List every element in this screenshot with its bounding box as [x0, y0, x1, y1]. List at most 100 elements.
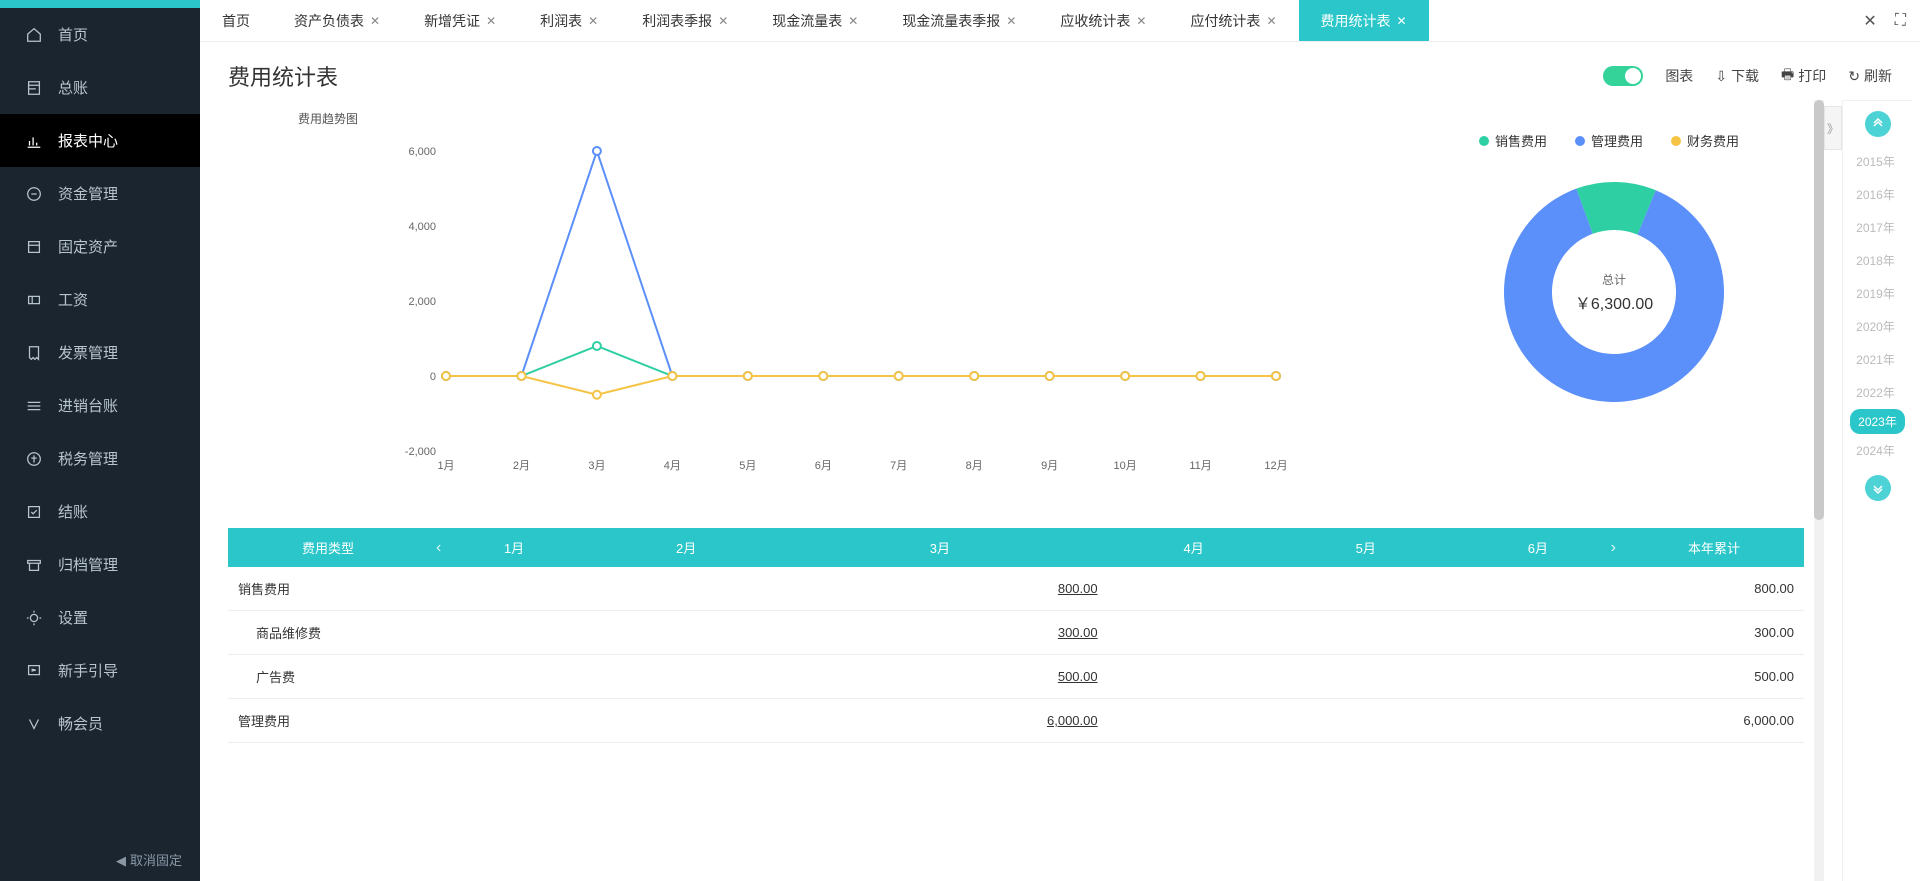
sidebar-item-close[interactable]: 结账 [0, 485, 200, 538]
donut-center-label: 总计 [1575, 271, 1653, 288]
sidebar-item-label: 新手引导 [58, 660, 118, 681]
tab-label: 现金流量表季报 [902, 11, 1000, 31]
tab-2[interactable]: 新增凭证✕ [402, 0, 518, 41]
year-item[interactable]: 2018年 [1850, 244, 1905, 277]
fullscreen-icon[interactable]: ⛶ [1895, 12, 1906, 30]
tab-close-icon[interactable]: ✕ [1397, 14, 1407, 28]
tab-close-icon[interactable]: ✕ [486, 14, 496, 28]
tab-8[interactable]: 应付统计表✕ [1168, 0, 1298, 41]
sidebar-item-label: 资金管理 [58, 183, 118, 204]
legend-item[interactable]: 销售费用 [1479, 131, 1547, 150]
svg-text:9月: 9月 [1041, 460, 1058, 472]
sidebar-item-vip[interactable]: 畅会员 [0, 697, 200, 750]
tab-close-icon[interactable]: ✕ [718, 14, 728, 28]
tab-6[interactable]: 现金流量表季报 ✕ [880, 0, 1038, 41]
sidebar-item-gear[interactable]: 设置 [0, 591, 200, 644]
vertical-scrollbar[interactable] [1814, 100, 1824, 881]
legend-dot-icon [1479, 136, 1489, 146]
legend-label: 销售费用 [1495, 131, 1547, 150]
sidebar-item-tax[interactable]: 税务管理 [0, 432, 200, 485]
refresh-button[interactable]: ↻刷新 [1848, 66, 1892, 86]
row-cell [600, 611, 772, 655]
close-all-tabs-icon[interactable]: ✕ [1863, 11, 1876, 31]
row-cell[interactable]: 800.00 [772, 567, 1107, 611]
chart-legend: 销售费用 管理费用 财务费用 [1479, 131, 1749, 150]
year-item[interactable]: 2023年 [1850, 409, 1905, 434]
tab-0[interactable]: 首页 [200, 0, 272, 41]
sidebar-pin-toggle[interactable]: ◀取消固定 [0, 838, 200, 881]
svg-text:5月: 5月 [739, 460, 756, 472]
chevron-right-icon[interactable]: › [1611, 539, 1616, 557]
row-total: 6,000.00 [1624, 699, 1804, 743]
sidebar-item-ledger[interactable]: 总账 [0, 61, 200, 114]
sidebar-item-asset[interactable]: 固定资产 [0, 220, 200, 273]
sidebar-item-archive[interactable]: 归档管理 [0, 538, 200, 591]
chevron-left-icon[interactable]: ‹ [436, 539, 441, 557]
chart-icon [24, 131, 44, 151]
legend-dot-icon [1671, 136, 1681, 146]
tab-close-icon[interactable]: ✕ [588, 14, 598, 28]
tab-close-icon[interactable]: ✕ [1006, 14, 1016, 28]
year-item[interactable]: 2017年 [1850, 211, 1905, 244]
legend-item[interactable]: 管理费用 [1575, 131, 1643, 150]
row-cell [428, 611, 600, 655]
legend-item[interactable]: 财务费用 [1671, 131, 1739, 150]
download-button[interactable]: ⇩下载 [1715, 66, 1759, 86]
print-button[interactable]: 🖶打印 [1781, 64, 1826, 88]
year-item[interactable]: 2024年 [1850, 434, 1905, 467]
row-cell [1108, 567, 1280, 611]
row-cell [1452, 611, 1624, 655]
scrollbar-thumb[interactable] [1814, 100, 1824, 520]
sidebar-item-label: 发票管理 [58, 342, 118, 363]
sidebar-item-label: 税务管理 [58, 448, 118, 469]
sidebar-item-label: 结账 [58, 501, 88, 522]
tab-9[interactable]: 费用统计表✕ [1299, 0, 1429, 41]
tab-7[interactable]: 应收统计表✕ [1038, 0, 1168, 41]
th-month: 3月 [772, 528, 1107, 567]
sidebar-item-home[interactable]: 首页 [0, 8, 200, 61]
tab-close-icon[interactable]: ✕ [848, 14, 858, 28]
year-collapse-down-button[interactable] [1865, 475, 1891, 501]
legend-label: 财务费用 [1687, 131, 1739, 150]
svg-text:7月: 7月 [890, 460, 907, 472]
sidebar-item-money[interactable]: 资金管理 [0, 167, 200, 220]
tab-label: 首页 [222, 11, 250, 31]
sidebar-item-stock[interactable]: 进销台账 [0, 379, 200, 432]
th-month: 2月 [600, 528, 772, 567]
tab-close-icon[interactable]: ✕ [1266, 14, 1276, 28]
row-cell[interactable]: 500.00 [772, 655, 1107, 699]
expand-panel-handle[interactable]: 》 [1824, 106, 1842, 150]
sidebar-item-guide[interactable]: 新手引导 [0, 644, 200, 697]
tab-5[interactable]: 现金流量表 ✕ [750, 0, 880, 41]
chevron-up-icon [1872, 118, 1884, 130]
year-item[interactable]: 2015年 [1850, 145, 1905, 178]
svg-text:2月: 2月 [513, 460, 530, 472]
tab-close-icon[interactable]: ✕ [370, 14, 380, 28]
tab-label: 利润表季报 [642, 11, 712, 31]
sidebar-item-salary[interactable]: 工资 [0, 273, 200, 326]
chart-toggle[interactable] [1603, 66, 1643, 86]
year-item[interactable]: 2019年 [1850, 277, 1905, 310]
sidebar-item-invoice[interactable]: 发票管理 [0, 326, 200, 379]
svg-text:6,000: 6,000 [408, 146, 436, 158]
year-item[interactable]: 2022年 [1850, 376, 1905, 409]
sidebar-item-chart[interactable]: 报表中心 [0, 114, 200, 167]
year-item[interactable]: 2016年 [1850, 178, 1905, 211]
tab-close-icon[interactable]: ✕ [1136, 14, 1146, 28]
row-cell[interactable]: 6,000.00 [772, 699, 1107, 743]
ledger-icon [24, 78, 44, 98]
year-item[interactable]: 2020年 [1850, 310, 1905, 343]
year-item[interactable]: 2021年 [1850, 343, 1905, 376]
legend-dot-icon [1575, 136, 1585, 146]
tab-4[interactable]: 利润表季报 ✕ [620, 0, 750, 41]
tab-1[interactable]: 资产负债表✕ [272, 0, 402, 41]
guide-icon [24, 661, 44, 681]
tab-label: 现金流量表 [772, 11, 842, 31]
th-type: 费用类型 [228, 528, 428, 567]
table-row: 管理费用6,000.006,000.00 [228, 699, 1804, 743]
year-collapse-up-button[interactable] [1865, 111, 1891, 137]
tab-3[interactable]: 利润表✕ [518, 0, 620, 41]
svg-text:3月: 3月 [588, 460, 605, 472]
row-cell[interactable]: 300.00 [772, 611, 1107, 655]
row-cell [428, 699, 600, 743]
